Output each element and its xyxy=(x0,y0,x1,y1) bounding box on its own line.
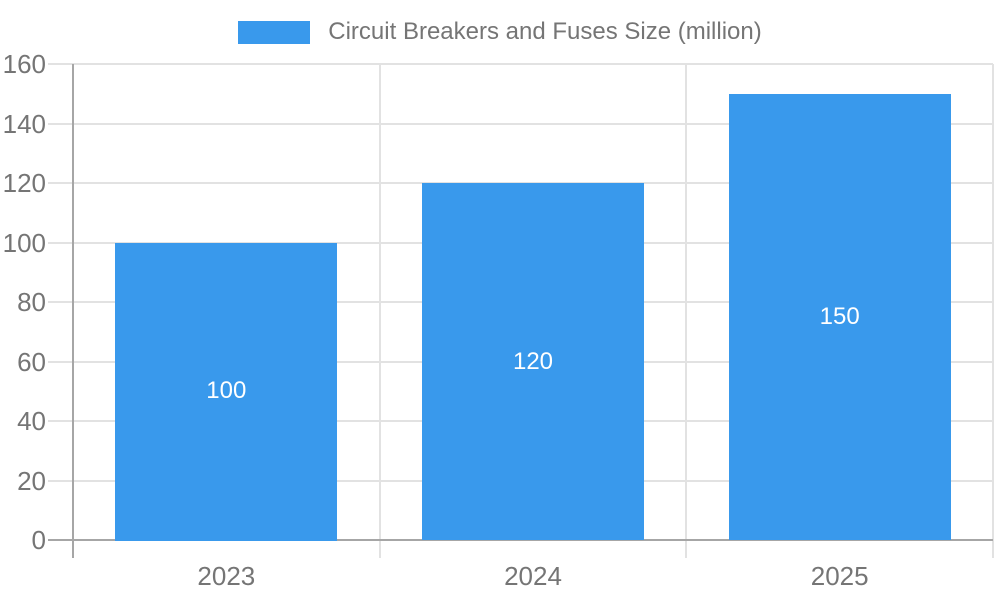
legend-swatch[interactable] xyxy=(238,20,311,44)
y-axis-tick-label: 160 xyxy=(2,49,46,79)
bar-value-label: 100 xyxy=(206,377,247,404)
y-axis-tick-label: 0 xyxy=(31,525,46,555)
y-axis-tick-label: 140 xyxy=(2,108,46,139)
y-axis-tick-label: 120 xyxy=(2,168,46,198)
y-axis-tick-label: 60 xyxy=(17,346,46,377)
x-axis-baseline xyxy=(48,539,993,541)
legend[interactable]: Circuit Breakers and Fuses Size (million… xyxy=(0,18,1000,46)
plot-right-border xyxy=(992,64,994,558)
bar-value-label: 120 xyxy=(512,348,554,375)
y-axis-tick-label: 40 xyxy=(17,406,46,436)
gridline-horizontal xyxy=(48,63,993,65)
x-axis-category-label: 2025 xyxy=(810,561,869,591)
y-axis-tick-label: 20 xyxy=(17,465,46,496)
gridline-horizontal xyxy=(48,122,993,125)
x-axis-category-label: 2024 xyxy=(504,561,562,591)
y-axis-tick-label: 80 xyxy=(17,287,46,317)
y-axis-line xyxy=(72,64,74,558)
bar-2025[interactable] xyxy=(729,94,951,540)
y-axis-tick-label: 100 xyxy=(2,227,46,258)
bar-2023[interactable] xyxy=(115,243,337,541)
bar-2024[interactable] xyxy=(422,183,644,540)
bar-value-label: 150 xyxy=(819,303,860,330)
gridline-vertical xyxy=(685,64,688,558)
x-axis-category-label: 2023 xyxy=(197,561,256,591)
gridline-vertical xyxy=(378,64,381,558)
legend-series-label: Circuit Breakers and Fuses Size (million… xyxy=(328,18,762,45)
